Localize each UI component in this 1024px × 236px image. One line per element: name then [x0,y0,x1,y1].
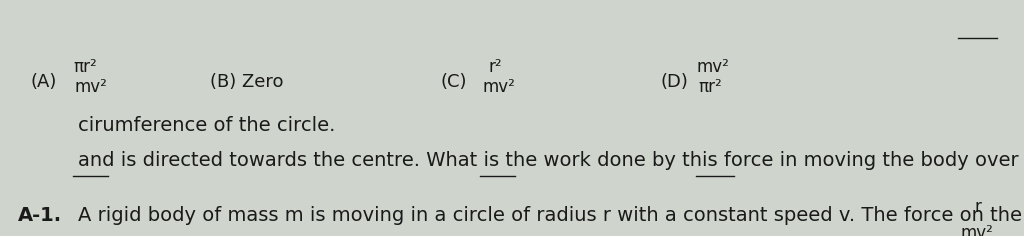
Text: mv²: mv² [75,78,108,96]
Text: mv²: mv² [961,224,993,236]
Text: mv²: mv² [482,78,515,96]
Text: mv²: mv² [696,58,729,76]
Text: and is directed towards the centre. What is the work done by this force in movin: and is directed towards the centre. What… [78,151,1024,170]
Text: πr²: πr² [698,78,722,96]
Text: A rigid body of mass m is moving in a circle of radius r with a constant speed v: A rigid body of mass m is moving in a ci… [78,206,1024,225]
Text: (D): (D) [660,73,688,91]
Text: r²: r² [488,58,502,76]
Text: (C): (C) [440,73,467,91]
Text: (A): (A) [30,73,56,91]
Text: (B) Zero: (B) Zero [210,73,284,91]
Text: πr²: πr² [73,58,96,76]
Text: A-1.: A-1. [18,206,62,225]
Text: cirumference of the circle.: cirumference of the circle. [78,116,336,135]
Text: r: r [975,198,982,216]
